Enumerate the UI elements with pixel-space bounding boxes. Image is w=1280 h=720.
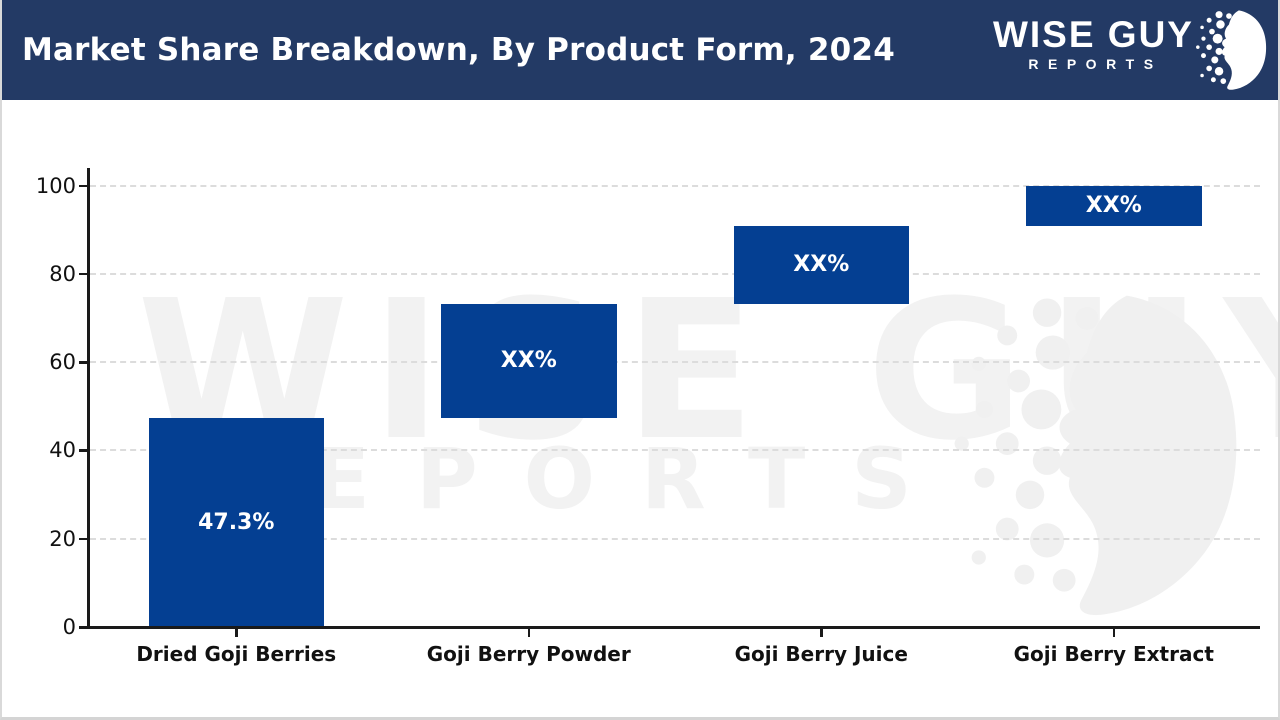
logo-text: WISE GUY REPORTS — [993, 16, 1194, 72]
y-axis-ticks — [79, 168, 88, 629]
gridline-40 — [90, 449, 1260, 452]
header: Market Share Breakdown, By Product Form,… — [2, 0, 1278, 100]
y-tick-label-100: 100 — [35, 173, 76, 198]
gridline-60 — [90, 361, 1260, 364]
logo-subtitle: REPORTS — [1028, 56, 1163, 72]
y-tick-mark-100 — [79, 184, 88, 188]
x-tick-mark-2 — [820, 629, 823, 637]
wiseguy-logo: WISE GUY REPORTS — [993, 0, 1267, 100]
bar-dried-goji-berries: 47.3% — [148, 418, 324, 627]
x-category-label-3: Goji Berry Extract — [1013, 642, 1214, 666]
y-tick-mark-20 — [79, 537, 88, 541]
gridline-80 — [90, 272, 1260, 275]
y-tick-label-80: 80 — [49, 261, 76, 286]
gridline-100 — [90, 184, 1260, 187]
y-tick-mark-60 — [79, 361, 88, 364]
x-category-label-0: Dried Goji Berries — [136, 642, 337, 666]
plot-area: 47.3% XX% XX% XX% — [90, 168, 1260, 627]
x-category-label-1: Goji Berry Powder — [426, 642, 631, 666]
bar-goji-berry-powder: XX% — [441, 303, 617, 419]
y-tick-label-60: 60 — [49, 350, 76, 375]
y-tick-mark-80 — [79, 272, 88, 276]
x-tick-mark-1 — [527, 629, 531, 637]
page-title: Market Share Breakdown, By Product Form,… — [22, 32, 895, 68]
bar-value-label: XX% — [793, 252, 850, 278]
y-tick-label-0: 0 — [62, 615, 76, 639]
watermark: WISE GUY REPORTS — [2, 100, 1278, 717]
bar-goji-berry-extract: XX% — [1026, 185, 1202, 226]
x-tick-mark-0 — [235, 629, 238, 637]
y-tick-mark-40 — [79, 449, 88, 452]
gridline-20 — [90, 537, 1260, 540]
y-tick-label-40: 40 — [49, 438, 76, 463]
x-axis-labels: Dried Goji Berries Goji Berry Powder Goji … — [90, 629, 1260, 678]
y-tick-mark-0 — [79, 626, 88, 629]
watermark-face-icon — [954, 295, 1237, 616]
x-axis-line — [87, 626, 1260, 629]
x-category-label-2: Goji Berry Juice — [734, 642, 908, 666]
bar-goji-berry-juice: XX% — [733, 225, 909, 304]
x-tick-mark-3 — [1112, 629, 1116, 637]
bar-value-label: XX% — [500, 348, 557, 374]
bar-value-label: 47.3% — [198, 510, 275, 536]
y-tick-label-20: 20 — [49, 526, 76, 551]
y-axis-labels: 0 20 40 60 80 100 — [2, 168, 76, 639]
logo-face-icon — [1196, 10, 1267, 90]
bar-value-label: XX% — [1085, 193, 1142, 219]
logo-wordmark: WISE GUY — [992, 14, 1194, 55]
y-axis-line — [87, 168, 90, 629]
